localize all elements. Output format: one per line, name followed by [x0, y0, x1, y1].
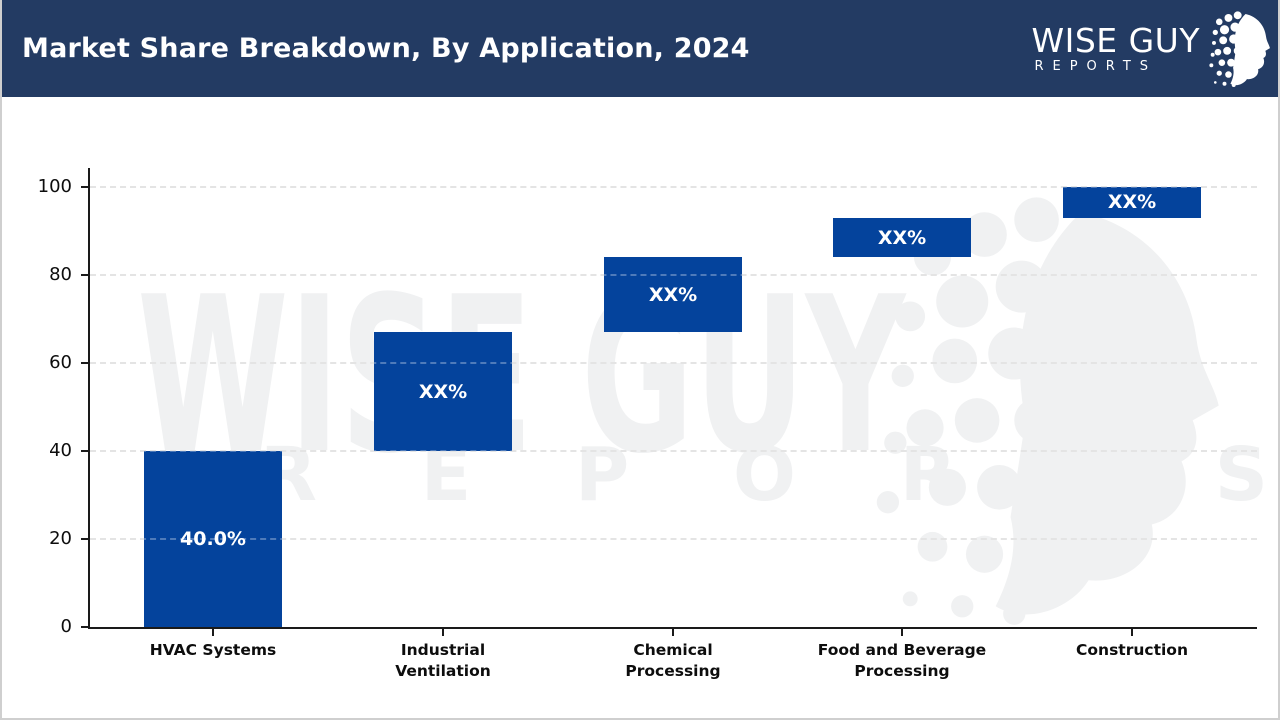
x-axis-line — [88, 627, 1257, 629]
y-tick-label: 100 — [37, 176, 72, 197]
bar-value-label: 40.0% — [180, 528, 246, 550]
bar — [374, 332, 512, 451]
bar — [833, 217, 971, 258]
x-axis-label: Chemical Processing — [625, 641, 721, 680]
y-tick-mark — [81, 186, 88, 188]
x-axis-label: HVAC Systems — [149, 641, 277, 659]
bar — [144, 451, 282, 627]
x-tick-mark — [901, 629, 903, 636]
y-tick-mark — [81, 450, 88, 452]
y-tick-label: 60 — [49, 352, 72, 373]
y-tick-label: 80 — [49, 264, 72, 285]
y-tick-label: 40 — [49, 440, 72, 461]
bar-value-label: XX% — [418, 380, 468, 403]
watermark-text-wiseguy: WISE GUY — [137, 250, 906, 501]
x-axis-label: Industrial Ventilation — [395, 641, 491, 680]
wiseguy-logo: WISE GUY REPORTS — [1031, 7, 1272, 91]
y-tick-label: 0 — [60, 616, 72, 637]
gridline — [90, 538, 1257, 540]
gridline-overlay — [90, 362, 1257, 364]
logo-reports-label: REPORTS — [1034, 59, 1158, 74]
gridline — [90, 450, 1257, 452]
x-tick-mark — [672, 629, 674, 636]
x-tick-mark — [1131, 629, 1133, 636]
bar — [604, 257, 742, 333]
y-tick-mark — [81, 626, 88, 628]
bar-value-label: XX% — [1107, 191, 1157, 214]
x-axis-label: Food and Beverage Processing — [817, 641, 987, 680]
bar-value-label: XX% — [877, 226, 927, 249]
header-bar: Market Share Breakdown, By Application, … — [2, 0, 1278, 97]
logo-wiseguy-label: WISE GUY — [1031, 21, 1200, 60]
y-axis-line — [88, 168, 90, 629]
gridline-overlay — [90, 186, 1257, 188]
bar-value-label: XX% — [648, 283, 698, 306]
y-tick-mark — [81, 274, 88, 276]
wiseguy-face-icon — [1209, 10, 1270, 87]
wiseguy-logo-text: WISE GUY REPORTS — [1031, 23, 1200, 75]
y-tick-mark — [81, 362, 88, 364]
y-tick-label: 20 — [49, 528, 72, 549]
gridline-overlay — [90, 450, 1257, 452]
x-tick-mark — [212, 629, 214, 636]
gridline — [90, 186, 1257, 188]
y-tick-mark — [81, 538, 88, 540]
chart-title: Market Share Breakdown, By Application, … — [22, 33, 750, 64]
gridline-overlay — [90, 274, 1257, 276]
x-tick-mark — [442, 629, 444, 636]
x-axis-label: Construction — [1076, 641, 1188, 659]
gridline — [90, 362, 1257, 364]
bar — [1063, 187, 1201, 218]
gridline-overlay — [90, 538, 1257, 540]
